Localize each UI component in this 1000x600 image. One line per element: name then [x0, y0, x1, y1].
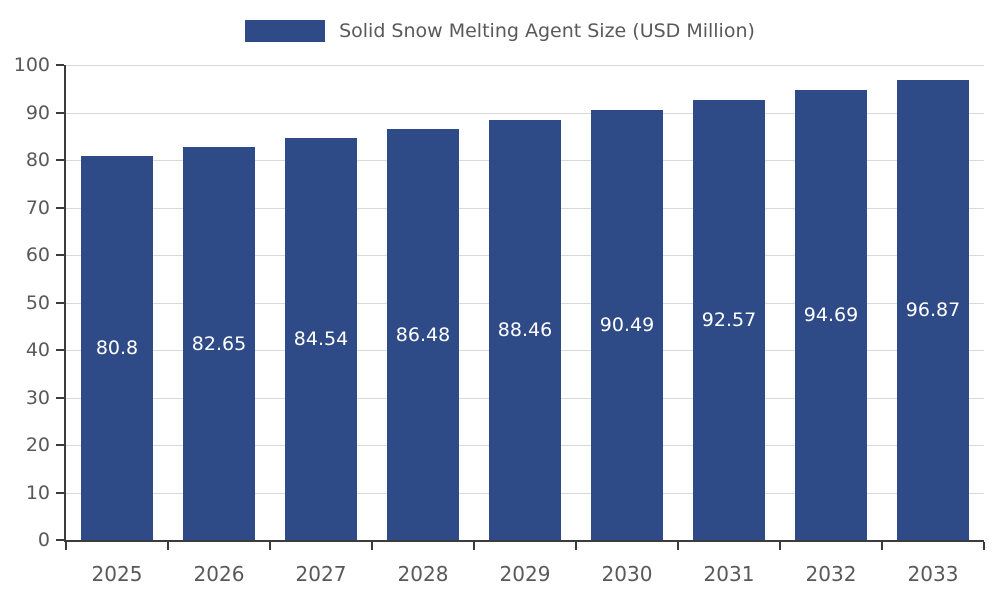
- bar-value-label: 82.65: [191, 332, 247, 355]
- y-axis-line: [64, 65, 66, 542]
- bar-value-label: 92.57: [701, 309, 757, 332]
- gridline: [66, 65, 984, 66]
- y-axis-tick-label: 90: [25, 101, 50, 124]
- x-axis-tick: [166, 542, 169, 550]
- y-axis-tick: [56, 254, 64, 256]
- y-axis-tick-label: 30: [25, 386, 50, 409]
- y-axis-tick-label: 50: [25, 291, 50, 314]
- x-axis-tick-label: 2033: [907, 562, 959, 586]
- x-axis-tick-label: 2030: [601, 562, 653, 586]
- legend-label: Solid Snow Melting Agent Size (USD Milli…: [339, 20, 755, 42]
- x-axis-tick-label: 2028: [397, 562, 449, 586]
- x-axis-tick-label: 2032: [805, 562, 857, 586]
- y-axis-tick-label: 70: [25, 196, 50, 219]
- y-axis-tick: [56, 491, 64, 494]
- y-axis-tick: [56, 111, 64, 114]
- y-axis-tick-label: 10: [25, 481, 50, 504]
- bar-value-label: 80.8: [95, 337, 139, 360]
- y-axis-tick: [56, 349, 64, 351]
- plot-area: 0 10 20 30 40 50 60 70 80 90 100 80.8 2025 82.65 2026 8…: [14, 54, 985, 586]
- legend: Solid Snow Melting Agent Size (USD Milli…: [0, 20, 1000, 42]
- bar-2027: 84.54: [285, 138, 357, 540]
- y-axis-tick: [56, 539, 64, 541]
- y-axis-tick: [56, 64, 64, 66]
- y-axis-tick-label: 0: [37, 529, 50, 551]
- x-axis-tick-label: 2026: [193, 562, 245, 586]
- y-axis-tick-label: 80: [25, 149, 50, 171]
- bar-2026: 82.65: [183, 147, 255, 540]
- bar-2029: 88.46: [489, 119, 561, 540]
- x-axis-tick: [983, 542, 985, 550]
- y-axis-tick: [56, 206, 64, 209]
- y-axis-tick: [56, 444, 64, 446]
- bar-2030: 90.49: [591, 110, 663, 540]
- y-axis-tick-label: 20: [25, 434, 50, 456]
- x-axis-tick: [676, 542, 679, 550]
- bar-value-label: 90.49: [599, 314, 655, 337]
- y-axis-tick: [56, 159, 64, 161]
- x-axis-tick: [370, 542, 373, 550]
- x-axis-tick-label: 2027: [295, 562, 347, 586]
- x-axis-tick-label: 2025: [91, 562, 143, 586]
- x-axis-tick: [575, 542, 577, 550]
- bar-2028: 86.48: [387, 129, 459, 540]
- x-axis-tick: [880, 542, 883, 550]
- y-axis-tick: [56, 301, 64, 304]
- bar-value-label: 86.48: [395, 323, 451, 346]
- gridline: [66, 112, 984, 114]
- y-axis-tick-label: 60: [25, 244, 50, 266]
- bar-value-label: 94.69: [803, 304, 859, 327]
- x-axis-tick-label: 2029: [499, 562, 551, 586]
- bar-value-label: 84.54: [293, 328, 349, 351]
- bar-2033: 96.87: [897, 79, 969, 540]
- bar-2032: 94.69: [795, 90, 867, 540]
- x-axis-tick: [472, 542, 475, 550]
- bar-2031: 92.57: [693, 100, 765, 540]
- bar-value-label: 96.87: [905, 298, 961, 321]
- legend-swatch: [245, 20, 326, 42]
- x-axis-line: [64, 540, 984, 542]
- x-axis-tick: [65, 542, 67, 550]
- bar-value-label: 88.46: [497, 318, 553, 341]
- bar-2025: 80.8: [81, 156, 153, 540]
- y-axis-tick-label: 40: [25, 339, 50, 361]
- x-axis-tick-label: 2031: [703, 562, 755, 586]
- y-axis-tick-label: 100: [13, 54, 50, 76]
- x-axis-tick: [268, 542, 271, 550]
- x-axis-tick: [779, 542, 781, 550]
- y-axis-tick: [56, 396, 64, 399]
